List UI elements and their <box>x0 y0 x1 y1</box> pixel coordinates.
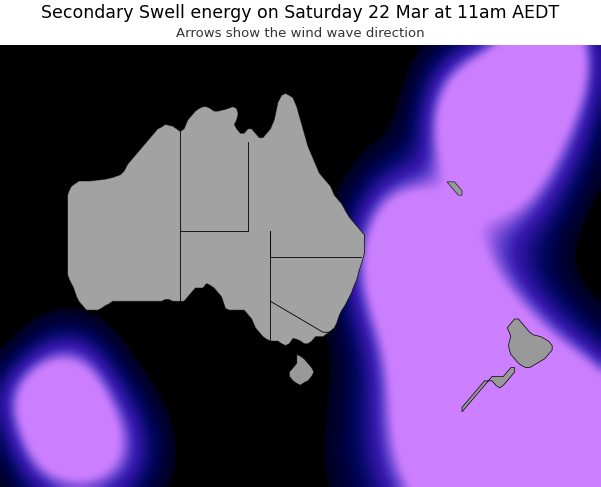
Polygon shape <box>447 182 462 195</box>
Text: Arrows show the wind wave direction: Arrows show the wind wave direction <box>176 27 425 40</box>
Polygon shape <box>507 319 552 368</box>
Polygon shape <box>68 94 364 345</box>
Text: Secondary Swell energy on Saturday 22 Mar at 11am AEDT: Secondary Swell energy on Saturday 22 Ma… <box>41 3 560 21</box>
Polygon shape <box>462 368 514 412</box>
Polygon shape <box>68 94 364 345</box>
Polygon shape <box>289 355 314 385</box>
